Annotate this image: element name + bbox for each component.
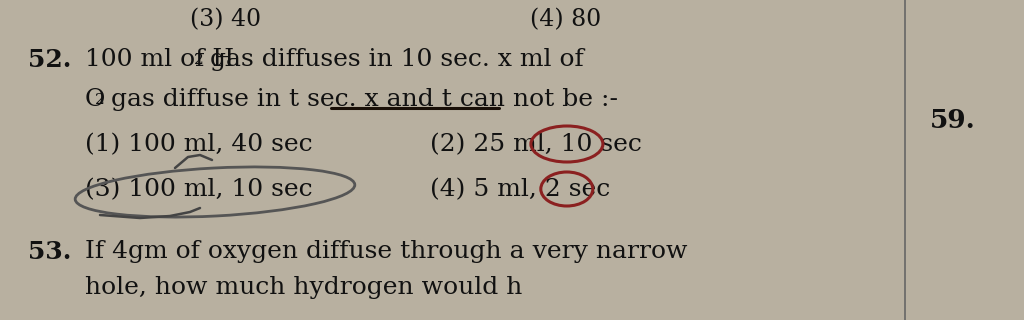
Text: hole, how much hydrogen would h: hole, how much hydrogen would h xyxy=(85,276,522,299)
Text: (3) 100 ml, 10 sec: (3) 100 ml, 10 sec xyxy=(85,178,312,201)
Text: O: O xyxy=(85,88,105,111)
Text: 100 ml of H: 100 ml of H xyxy=(85,48,234,71)
Text: 2: 2 xyxy=(194,53,204,67)
Text: (3) 40: (3) 40 xyxy=(190,8,261,31)
Text: 53.: 53. xyxy=(28,240,72,264)
Text: (4) 5 ml, 2 sec: (4) 5 ml, 2 sec xyxy=(430,178,610,201)
Text: gas diffuse in t sec. x and t can not be :-: gas diffuse in t sec. x and t can not be… xyxy=(102,88,617,111)
Text: (4) 80: (4) 80 xyxy=(530,8,601,31)
Text: 59.: 59. xyxy=(930,108,976,133)
Text: If 4gm of oxygen diffuse through a very narrow: If 4gm of oxygen diffuse through a very … xyxy=(85,240,687,263)
Text: (2) 25 ml, 10 sec: (2) 25 ml, 10 sec xyxy=(430,133,642,156)
Text: 52.: 52. xyxy=(28,48,72,72)
Text: gas diffuses in 10 sec. x ml of: gas diffuses in 10 sec. x ml of xyxy=(202,48,584,71)
Text: 2: 2 xyxy=(95,93,104,107)
Text: (1) 100 ml, 40 sec: (1) 100 ml, 40 sec xyxy=(85,133,312,156)
